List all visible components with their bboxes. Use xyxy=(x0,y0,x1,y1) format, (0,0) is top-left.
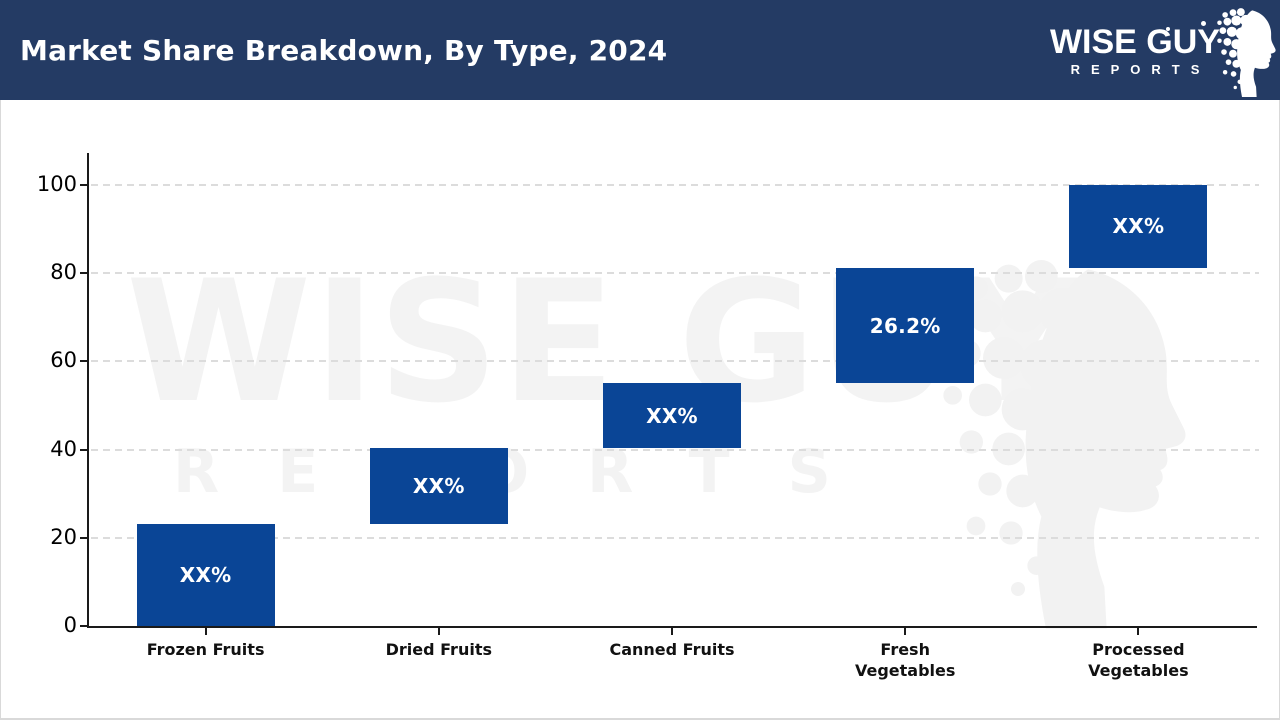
y-axis-line xyxy=(87,153,89,628)
logo-dot xyxy=(1201,20,1206,26)
bar-value-label: 26.2% xyxy=(869,313,941,338)
y-tick-label: 100 xyxy=(36,172,77,196)
x-tick xyxy=(1137,628,1140,635)
x-axis-line xyxy=(87,626,1257,628)
bar: XX% xyxy=(603,383,741,448)
gridline xyxy=(91,360,1259,363)
bar-value-label: XX% xyxy=(412,473,465,498)
gridline xyxy=(91,448,1259,451)
y-tick xyxy=(80,536,87,539)
category-label: Processed Vegetables xyxy=(1088,640,1189,680)
bar: 26.2% xyxy=(836,267,975,384)
header-bar: Market Share Breakdown, By Type, 2024 WI… xyxy=(0,0,1280,100)
x-tick xyxy=(204,628,207,635)
brand-text: WISE GUY REPORTS xyxy=(1049,20,1220,77)
y-tick-label: 80 xyxy=(50,260,77,285)
y-tick xyxy=(80,360,87,363)
bar-value-label: XX% xyxy=(1112,214,1165,239)
x-tick xyxy=(437,628,440,635)
gridline xyxy=(91,272,1259,275)
y-tick-label: 20 xyxy=(50,524,77,549)
bar-value-label: XX% xyxy=(646,403,698,428)
gridline xyxy=(91,184,1259,186)
plot-area: 0 20 40 60 80 100 XX% Frozen Fruits XX% Dried Fru… xyxy=(1,100,1279,718)
page-title: Market Share Breakdown, By Type, 2024 xyxy=(20,33,668,67)
y-tick-label: 60 xyxy=(50,348,77,373)
y-tick xyxy=(80,448,87,451)
brand-tagline: REPORTS xyxy=(1070,61,1211,77)
y-tick xyxy=(80,184,87,186)
gridline xyxy=(91,536,1259,539)
bar: XX% xyxy=(136,523,275,626)
logo-dot xyxy=(1166,26,1170,31)
y-tick-label: 0 xyxy=(63,613,77,637)
y-tick xyxy=(80,272,87,275)
category-label: Fresh Vegetables xyxy=(854,640,956,680)
bar: XX% xyxy=(1069,185,1208,268)
category-label: Frozen Fruits xyxy=(146,640,265,659)
x-tick xyxy=(671,628,673,635)
category-label: Canned Fruits xyxy=(609,640,735,659)
y-tick xyxy=(80,625,87,627)
bar: XX% xyxy=(369,447,508,524)
chart-region: WISE GUY REPORTS 0 20 40 60 80 100 XX% Frozen F… xyxy=(0,100,1280,720)
x-tick xyxy=(904,628,907,635)
category-label: Dried Fruits xyxy=(385,640,492,659)
brand-logo: WISE GUY REPORTS xyxy=(1050,3,1278,97)
y-tick-label: 40 xyxy=(50,436,77,461)
brand-name: WISE GUY xyxy=(1049,22,1220,61)
bar-value-label: XX% xyxy=(179,562,232,587)
